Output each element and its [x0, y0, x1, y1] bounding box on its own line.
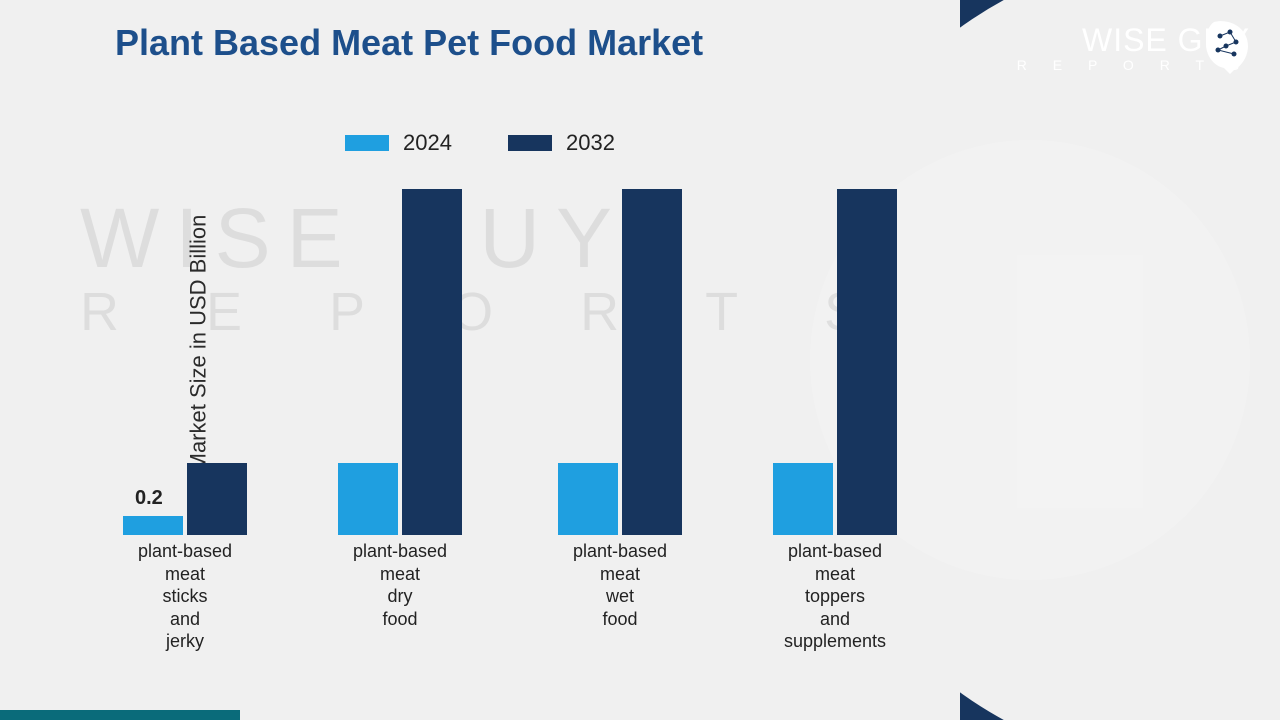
bar	[773, 463, 833, 535]
chart-title: Plant Based Meat Pet Food Market	[115, 22, 703, 64]
accent-strip	[0, 710, 240, 720]
bar	[338, 463, 398, 535]
bar	[558, 463, 618, 535]
bar	[402, 189, 462, 536]
bar	[123, 516, 183, 535]
bar	[187, 463, 247, 535]
x-label: plant-basedmeatwetfood	[543, 540, 698, 630]
x-label: plant-basedmeattoppersandsupplements	[758, 540, 913, 653]
logo-head-icon	[1196, 16, 1256, 76]
bar	[622, 189, 682, 536]
value-label: 0.2	[135, 487, 163, 510]
right-panel	[960, 0, 1280, 720]
bar	[837, 189, 897, 536]
legend-swatch	[345, 135, 389, 151]
chart-plot: 0.2	[130, 150, 950, 535]
brand-logo: WISE GUY R E P O R T S	[1017, 22, 1250, 73]
legend-swatch	[508, 135, 552, 151]
stage: WISE GUY R E P O R T S Plant Based Meat …	[0, 0, 1280, 720]
x-label: plant-basedmeatdryfood	[323, 540, 478, 630]
x-label: plant-basedmeatsticksandjerky	[108, 540, 263, 653]
